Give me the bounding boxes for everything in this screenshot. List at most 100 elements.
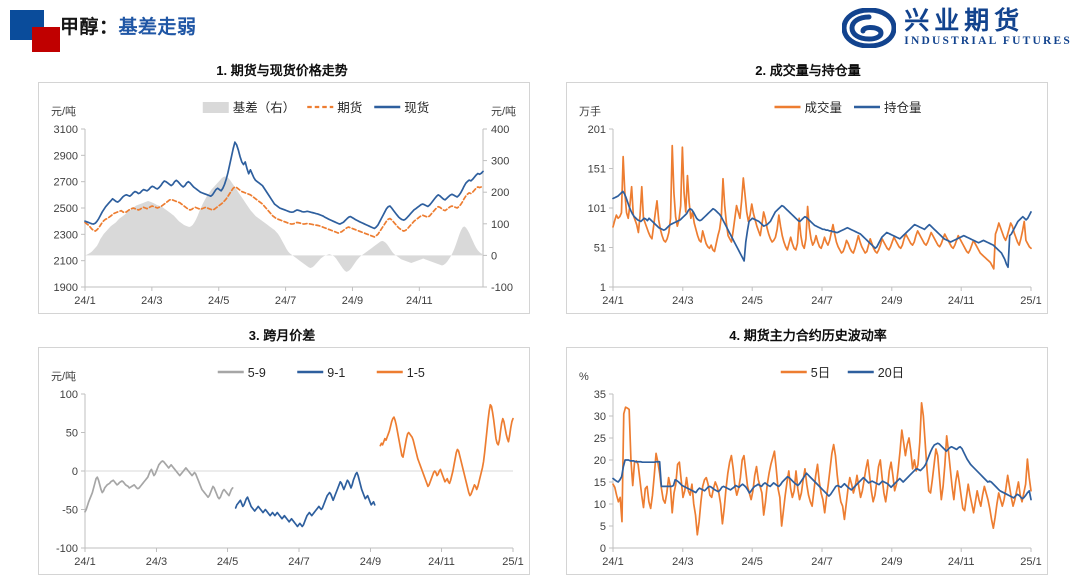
brand-name-cn: 兴业期货 xyxy=(904,6,1025,36)
chart1-legend-label-0: 基差（右） xyxy=(233,100,296,115)
chart4-xtick: 24/9 xyxy=(881,556,902,568)
chart2-svg: 万手 成交量 持仓量 201 151 101 51 124/1 24/3 24/5 24/7 24/9… xyxy=(579,100,1042,307)
chart1-xtick: 24/9 xyxy=(342,295,363,307)
square-logo-mark xyxy=(10,10,62,52)
chart3-panel: 元/吨 5-9 9-1 1-5 100 50 0 -50 -100 24/1 24/3 24/5 24/… xyxy=(38,347,530,575)
chart2-xtick: 24/9 xyxy=(881,295,902,307)
chart1-title: 1. 期货与现货价格走势 xyxy=(216,63,348,78)
chart4-xtick: 24/3 xyxy=(672,556,693,568)
chart2-ytick: 201 xyxy=(588,124,606,136)
chart4-ytick: 0 xyxy=(600,543,606,555)
chart1-xtick: 24/1 xyxy=(74,295,95,307)
chart3-series-line-1 xyxy=(234,471,376,528)
chart3-title: 3. 跨月价差 xyxy=(248,328,316,343)
chart2-xtick: 24/5 xyxy=(741,295,762,307)
chart1-ytick-right: 400 xyxy=(491,124,509,136)
chart1-legend: 基差（右） 期货 现货 xyxy=(202,100,429,115)
chart4-series-line-0 xyxy=(612,401,1032,536)
chart2-ytick: 151 xyxy=(588,164,606,176)
chart1-xtick: 24/7 xyxy=(275,295,296,307)
chart2-legend-label-0: 成交量 xyxy=(805,100,843,115)
chart4-ytick: 25 xyxy=(594,433,606,445)
chart4-ytick: 10 xyxy=(594,499,606,511)
chart2-ytick: 101 xyxy=(588,203,606,215)
chart1-ytick-right: 0 xyxy=(491,250,497,262)
chart3-xtick: 24/3 xyxy=(146,556,167,568)
chart4-xtick: 24/1 xyxy=(602,556,623,568)
chart4-legend-label-1: 20日 xyxy=(878,366,904,380)
chart3-ytick: 100 xyxy=(60,389,78,401)
chart4-xtick: 24/5 xyxy=(741,556,762,568)
chart1-ytick-right: -100 xyxy=(491,282,513,294)
chart3-series-line-0 xyxy=(84,460,234,513)
chart4-xtick: 24/7 xyxy=(811,556,832,568)
chart4-svg: % 5日 20日 35 30 25 20 15 10 5 024/1 24/3 24/5 24/7 24/9… xyxy=(579,366,1042,568)
chart1-left-unit-label: 元/吨 xyxy=(51,105,76,118)
chart2-ytick: 51 xyxy=(594,243,606,255)
chart4-title: 4. 期货主力合约历史波动率 xyxy=(729,328,887,343)
chart2-xtick: 24/11 xyxy=(948,295,975,307)
chart3-legend-label-0: 5-9 xyxy=(248,366,266,380)
chart3-xtick: 24/7 xyxy=(288,556,309,568)
chart1-legend-label-1: 期货 xyxy=(337,100,362,115)
chart1-series-area-0 xyxy=(85,176,483,272)
chart4-ytick: 30 xyxy=(594,411,606,423)
chart4-xtick: 24/11 xyxy=(948,556,975,568)
chart3-ytick: 0 xyxy=(72,466,78,478)
swirl-logo-icon xyxy=(842,8,897,48)
chart1-ytick: 2900 xyxy=(54,150,78,162)
chart3-ytick: -50 xyxy=(62,505,78,517)
page-header: 甲醇：基差走弱 兴业期货 INDUSTRIAL FUTURES xyxy=(0,0,1080,56)
chart3-xtick: 24/9 xyxy=(360,556,381,568)
brand-name-en: INDUSTRIAL FUTURES xyxy=(904,35,1072,48)
page-title: 甲醇：基差走弱 xyxy=(60,12,197,39)
chart4-legend: 5日 20日 xyxy=(780,366,904,380)
chart4-left-unit-label: % xyxy=(579,371,589,383)
chart3-series-line-2 xyxy=(379,403,514,497)
chart4-xtick: 25/1 xyxy=(1020,556,1041,568)
chart3-legend-label-2: 1-5 xyxy=(407,366,425,380)
chart2-left-unit-label: 万手 xyxy=(579,104,601,118)
chart2-series-line-1 xyxy=(612,190,1032,269)
chart1-xtick: 24/5 xyxy=(208,295,229,307)
chart2-ytick: 1 xyxy=(600,282,606,294)
company-logo: 兴业期货 INDUSTRIAL FUTURES xyxy=(842,4,1072,52)
chart2-legend-label-1: 持仓量 xyxy=(884,100,922,115)
chart1-ytick: 1900 xyxy=(54,282,78,294)
chart1-panel: 元/吨 元/吨 基差（右） 期货 现货 3100 2900 2700 2500 2300 2100 1… xyxy=(38,82,530,314)
chart3-left-unit-label: 元/吨 xyxy=(51,370,76,383)
chart1-right-unit-label: 元/吨 xyxy=(491,105,516,118)
chart1-ytick-right: 300 xyxy=(491,156,509,168)
chart3-xtick: 25/1 xyxy=(502,556,523,568)
red-square-icon xyxy=(32,27,60,52)
chart4-ytick: 35 xyxy=(594,389,606,401)
chart3-xtick: 24/1 xyxy=(74,556,95,568)
chart1-svg: 元/吨 元/吨 基差（右） 期货 现货 3100 2900 2700 2500 2300 2100 1… xyxy=(51,100,516,307)
chart3-legend-label-1: 9-1 xyxy=(327,366,345,380)
chart2-xtick: 24/3 xyxy=(672,295,693,307)
chart1-ytick: 2100 xyxy=(54,256,78,268)
chart3-xtick: 24/11 xyxy=(428,556,455,568)
chart1-ytick-right: 100 xyxy=(491,219,509,231)
chart1-ytick: 2300 xyxy=(54,229,78,241)
chart1-legend-label-2: 现货 xyxy=(404,100,429,115)
chart1-series-line-1 xyxy=(84,184,484,238)
chart4-ytick: 20 xyxy=(594,455,606,467)
chart1-ytick: 2500 xyxy=(54,203,78,215)
chart4-series-line-1 xyxy=(612,442,1032,501)
chart1-ytick-right: 200 xyxy=(491,187,509,199)
chart1-ytick: 2700 xyxy=(54,177,78,189)
chart2-legend: 成交量 持仓量 xyxy=(774,100,922,115)
chart2-xtick: 24/7 xyxy=(811,295,832,307)
chart3-ytick: 50 xyxy=(66,428,78,440)
chart3-legend: 5-9 9-1 1-5 xyxy=(217,366,425,380)
chart3-ytick: -100 xyxy=(56,543,78,555)
chart2-panel: 万手 成交量 持仓量 201 151 101 51 1 24/1 24/3 24/5 24/7 24/9… xyxy=(566,82,1048,314)
chart3-xtick: 24/5 xyxy=(217,556,238,568)
chart4-ytick: 15 xyxy=(594,477,606,489)
chart1-ytick: 3100 xyxy=(54,124,78,136)
chart4-ytick: 5 xyxy=(600,521,606,533)
page-title-prefix: 甲醇： xyxy=(60,17,119,38)
chart2-series-line-0 xyxy=(612,144,1032,270)
